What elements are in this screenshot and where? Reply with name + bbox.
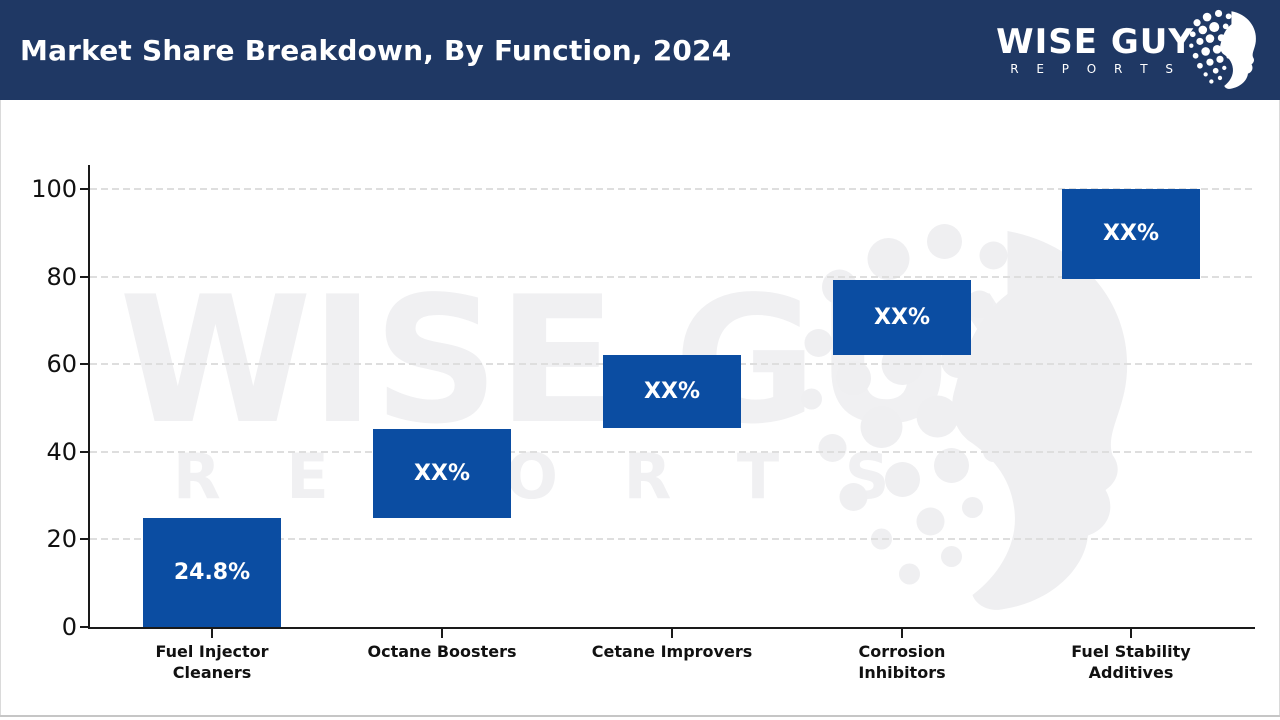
y-tick-mark-80 xyxy=(80,275,89,278)
y-tick-label-100: 100 xyxy=(31,175,77,203)
y-tick-label-0: 0 xyxy=(61,613,77,641)
x-category-label-corrosion-inhibitors: Corrosion Inhibitors xyxy=(787,641,1017,683)
bar-corrosion-inhibitors: XX% xyxy=(833,279,971,355)
y-tick-mark-100 xyxy=(80,188,89,190)
y-tick-mark-20 xyxy=(80,538,89,541)
x-tick-mark-fuel-stability-additives xyxy=(1130,629,1132,638)
x-category-label-line: Cetane Improvers xyxy=(591,642,753,661)
y-tick-mark-40 xyxy=(80,450,89,453)
bar-value-label: XX% xyxy=(874,304,930,330)
x-category-label-line: Fuel Injector xyxy=(155,642,269,661)
x-tick-mark-octane-boosters xyxy=(441,629,443,638)
wiseguy-logo-sub: R E P O R T S xyxy=(1010,61,1180,76)
x-category-label-line: Inhibitors xyxy=(858,663,946,682)
bar-value-label: XX% xyxy=(644,379,700,405)
x-category-label-line: Fuel Stability xyxy=(1071,642,1191,661)
x-category-label-line: Additives xyxy=(1088,663,1174,682)
header-bar: Market Share Breakdown, By Function, 202… xyxy=(0,0,1280,100)
x-tick-mark-fuel-injector-cleaners xyxy=(211,629,213,638)
x-category-label-line: Corrosion xyxy=(858,642,946,661)
bar-value-label: 24.8% xyxy=(173,560,251,586)
x-category-label-fuel-stability-additives: Fuel Stability Additives xyxy=(1016,641,1246,683)
x-tick-mark-corrosion-inhibitors xyxy=(901,629,903,638)
y-tick-label-60: 60 xyxy=(46,350,77,379)
x-tick-mark-cetane-improvers xyxy=(671,629,673,638)
gridline-40 xyxy=(90,450,1255,453)
plot-area: 0 20 40 60 80 100 24.8% Fuel Injector Cleaners XX… xyxy=(1,100,1279,715)
gridline-80 xyxy=(90,275,1255,278)
bar-cetane-improvers: XX% xyxy=(603,355,741,429)
y-tick-mark-60 xyxy=(80,363,89,366)
chart-area: WISE GUY R E P O R T S 0 20 40 60 80 100 24.8%… xyxy=(0,100,1280,715)
wiseguy-head-icon xyxy=(1184,7,1266,93)
bar-octane-boosters: XX% xyxy=(373,429,511,519)
x-category-label-line: Cleaners xyxy=(172,663,252,682)
bar-value-label: XX% xyxy=(1103,221,1159,247)
x-category-label-octane-boosters: Octane Boosters xyxy=(327,641,557,662)
wiseguy-logo-text: WISE GUY R E P O R T S xyxy=(996,25,1194,76)
y-tick-mark-0 xyxy=(80,626,89,628)
x-category-label-fuel-injector-cleaners: Fuel Injector Cleaners xyxy=(97,641,327,683)
y-tick-label-20: 20 xyxy=(46,525,77,554)
gridline-100 xyxy=(90,188,1255,190)
y-tick-label-80: 80 xyxy=(46,262,77,291)
page-title: Market Share Breakdown, By Function, 202… xyxy=(20,33,732,67)
x-axis-line xyxy=(88,627,1255,629)
x-category-label-cetane-improvers: Cetane Improvers xyxy=(557,641,787,662)
bar-value-label: XX% xyxy=(414,461,470,487)
bar-fuel-stability-additives: XX% xyxy=(1062,189,1200,279)
x-category-label-line: Octane Boosters xyxy=(367,642,517,661)
bottom-border xyxy=(0,715,1280,717)
y-axis-line xyxy=(88,165,90,629)
gridline-20 xyxy=(90,538,1255,541)
wiseguy-logo: WISE GUY R E P O R T S xyxy=(996,7,1280,93)
y-tick-label-40: 40 xyxy=(46,437,77,466)
bar-fuel-injector-cleaners: 24.8% xyxy=(143,518,281,627)
wiseguy-logo-name: WISE GUY xyxy=(996,21,1194,62)
